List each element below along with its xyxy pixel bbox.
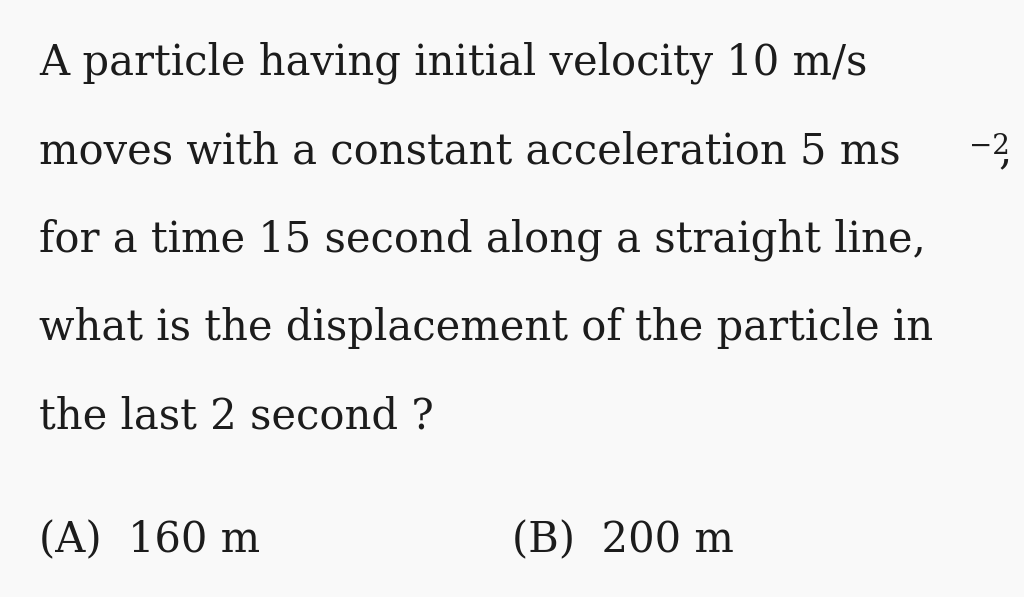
- Text: A particle having initial velocity 10 m/s: A particle having initial velocity 10 m/…: [39, 42, 867, 84]
- Text: what is the displacement of the particle in: what is the displacement of the particle…: [39, 307, 933, 349]
- Text: for a time 15 second along a straight line,: for a time 15 second along a straight li…: [39, 219, 926, 261]
- Text: (B)  200 m: (B) 200 m: [512, 519, 734, 561]
- Text: the last 2 second ?: the last 2 second ?: [39, 395, 433, 437]
- Text: moves with a constant acceleration 5 ms: moves with a constant acceleration 5 ms: [39, 130, 900, 172]
- Text: −2: −2: [970, 133, 1011, 160]
- Text: ,: ,: [998, 130, 1012, 172]
- Text: (A)  160 m: (A) 160 m: [39, 519, 260, 561]
